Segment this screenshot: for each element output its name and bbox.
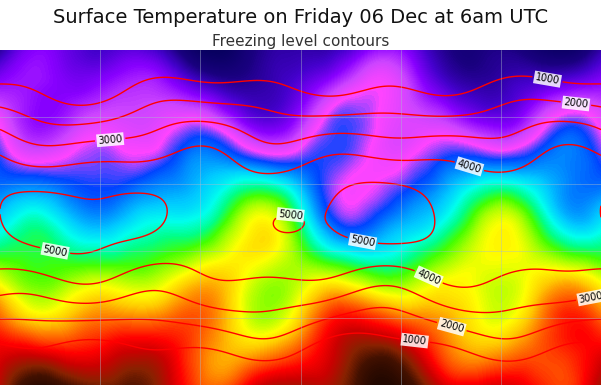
Text: 5000: 5000 bbox=[278, 209, 304, 221]
Text: 1000: 1000 bbox=[402, 334, 427, 347]
Text: Surface Temperature on Friday 06 Dec at 6am UTC: Surface Temperature on Friday 06 Dec at … bbox=[53, 8, 548, 27]
Text: 5000: 5000 bbox=[350, 234, 376, 248]
Text: 4000: 4000 bbox=[415, 267, 442, 286]
Text: 3000: 3000 bbox=[97, 134, 123, 146]
Text: 1000: 1000 bbox=[534, 72, 560, 86]
Text: 4000: 4000 bbox=[456, 158, 483, 175]
Text: Freezing level contours: Freezing level contours bbox=[212, 33, 389, 49]
Text: 3000: 3000 bbox=[578, 290, 601, 305]
Text: 2000: 2000 bbox=[563, 97, 589, 110]
Text: 5000: 5000 bbox=[42, 244, 68, 258]
Text: 2000: 2000 bbox=[439, 318, 465, 335]
